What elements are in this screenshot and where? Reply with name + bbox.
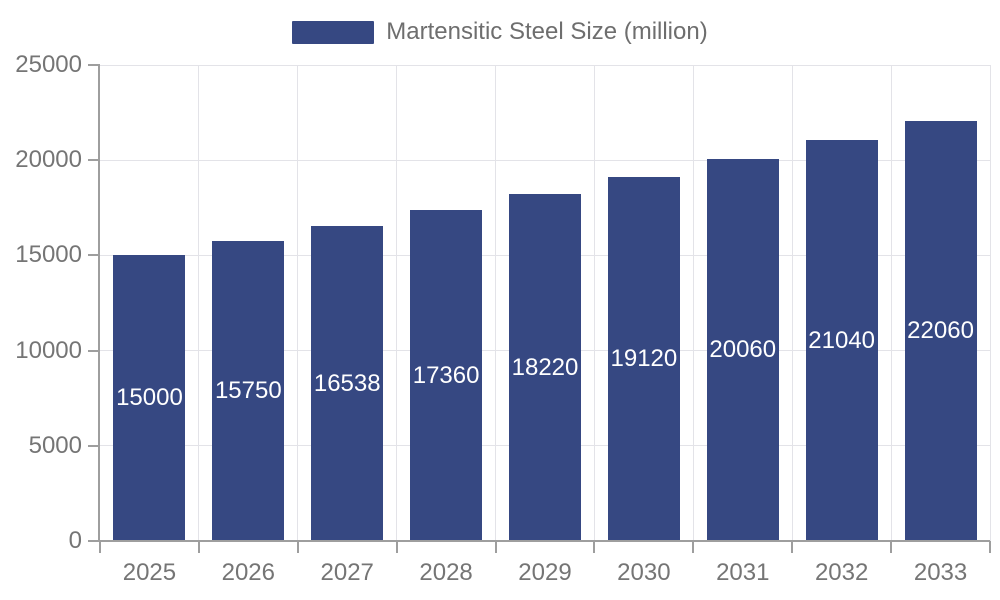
x-tick-label: 2026 <box>221 559 275 586</box>
h-gridline <box>100 64 990 66</box>
chart-legend[interactable]: Martensitic Steel Size (million) <box>0 18 1000 46</box>
x-axis-tick <box>99 541 101 553</box>
y-axis-tick <box>88 64 100 66</box>
y-tick-label: 10000 <box>15 336 82 364</box>
x-tick-label: 2029 <box>518 559 572 586</box>
y-axis-tick <box>88 540 100 542</box>
x-axis-tick <box>989 541 991 553</box>
x-axis-tick <box>296 541 299 553</box>
bar-value-label: 21040 <box>808 326 876 354</box>
bar[interactable] <box>706 159 779 541</box>
bar-value-label: 15750 <box>214 377 282 405</box>
x-axis-tick <box>692 541 695 553</box>
bar-value-label: 16538 <box>313 369 381 397</box>
y-axis-tick <box>88 159 100 162</box>
bar[interactable] <box>607 176 680 541</box>
bar[interactable] <box>509 194 581 541</box>
x-axis-tick <box>197 541 200 553</box>
y-axis-line <box>98 65 100 542</box>
x-axis-line <box>98 540 990 542</box>
x-tick-label: 2032 <box>814 559 869 586</box>
y-tick-label: 5000 <box>28 431 82 459</box>
x-axis-tick <box>890 541 893 553</box>
v-gridline <box>791 65 793 541</box>
legend-swatch-icon <box>292 20 375 44</box>
bar[interactable] <box>113 255 186 541</box>
y-axis-tick <box>88 444 100 447</box>
x-tick-label: 2033 <box>913 559 968 586</box>
y-tick-label: 0 <box>68 527 82 554</box>
legend-label: Martensitic Steel Size (million) <box>386 18 708 45</box>
y-tick-label: 15000 <box>15 241 82 269</box>
v-gridline <box>297 65 299 541</box>
x-tick-label: 2031 <box>716 559 770 586</box>
bar-value-label: 18220 <box>511 353 579 381</box>
v-gridline <box>692 65 694 541</box>
bar-value-label: 19120 <box>610 344 678 372</box>
v-gridline <box>198 65 200 541</box>
bar[interactable] <box>410 210 483 541</box>
x-tick-label: 2027 <box>320 559 374 586</box>
v-gridline <box>396 65 398 541</box>
x-tick-label: 2025 <box>122 559 177 586</box>
bar[interactable] <box>805 140 878 541</box>
v-gridline <box>593 65 595 541</box>
bar[interactable] <box>904 120 977 541</box>
y-axis-tick <box>88 254 100 257</box>
bar-value-label: 20060 <box>709 336 777 364</box>
bar[interactable] <box>311 226 384 541</box>
x-axis-tick <box>395 541 398 553</box>
bar-value-label: 15000 <box>116 384 183 412</box>
x-axis-tick <box>791 541 794 553</box>
v-gridline <box>989 65 991 541</box>
v-gridline <box>495 65 497 541</box>
y-tick-label: 25000 <box>15 51 82 78</box>
x-axis-tick <box>494 541 497 553</box>
x-tick-label: 2030 <box>617 559 671 586</box>
x-axis-tick <box>593 541 596 553</box>
x-tick-label: 2028 <box>419 559 473 586</box>
bar[interactable] <box>212 241 285 541</box>
bar-value-label: 17360 <box>412 361 480 389</box>
y-axis-tick <box>88 349 100 352</box>
h-gridline <box>100 159 990 161</box>
y-tick-label: 20000 <box>15 146 82 174</box>
bar-value-label: 22060 <box>907 316 974 344</box>
v-gridline <box>890 65 892 541</box>
